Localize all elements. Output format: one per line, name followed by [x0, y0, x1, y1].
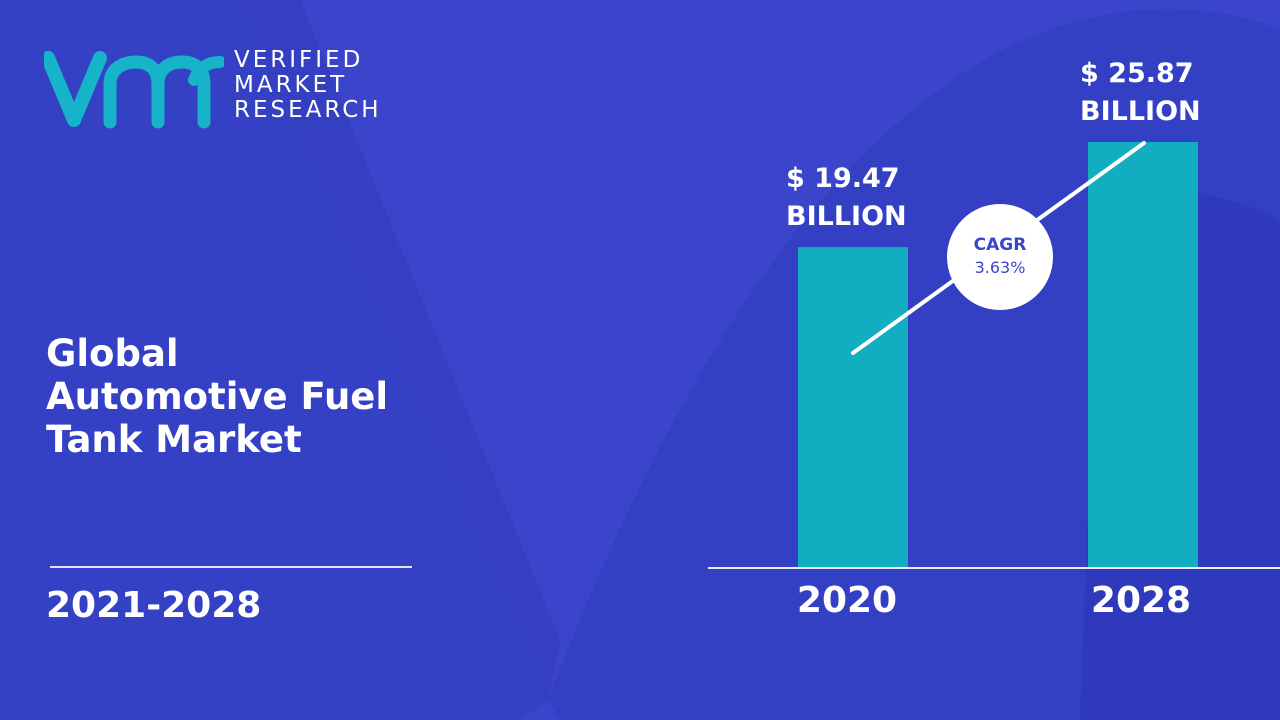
brand-logo: VERIFIED MARKET RESEARCH — [44, 48, 404, 132]
category-label-2028: 2028 — [1091, 580, 1191, 621]
brand-line-3: RESEARCH — [234, 97, 382, 123]
brand-name: VERIFIED MARKET RESEARCH — [234, 48, 382, 123]
cagr-value: 3.63% — [975, 258, 1026, 277]
bar-2028 — [1088, 142, 1198, 567]
brand-line-1: VERIFIED — [234, 47, 364, 73]
title-line-1: Global — [46, 332, 179, 375]
title-line-2: Automotive Fuel — [46, 375, 389, 418]
value-label-2020: $ 19.47 BILLION — [786, 163, 907, 232]
title-divider — [50, 566, 412, 568]
cagr-badge — [947, 204, 1053, 310]
category-label-2020: 2020 — [797, 580, 897, 621]
brand-line-2: MARKET — [234, 72, 348, 98]
report-title: Global Automotive Fuel Tank Market — [46, 332, 466, 461]
value-label-2028: $ 25.87 BILLION — [1080, 58, 1201, 127]
title-line-3: Tank Market — [46, 418, 302, 461]
bar-2020 — [798, 247, 908, 567]
forecast-period: 2021-2028 — [46, 585, 262, 626]
cagr-title: CAGR — [974, 235, 1027, 255]
vmr-logo-icon — [44, 51, 224, 129]
